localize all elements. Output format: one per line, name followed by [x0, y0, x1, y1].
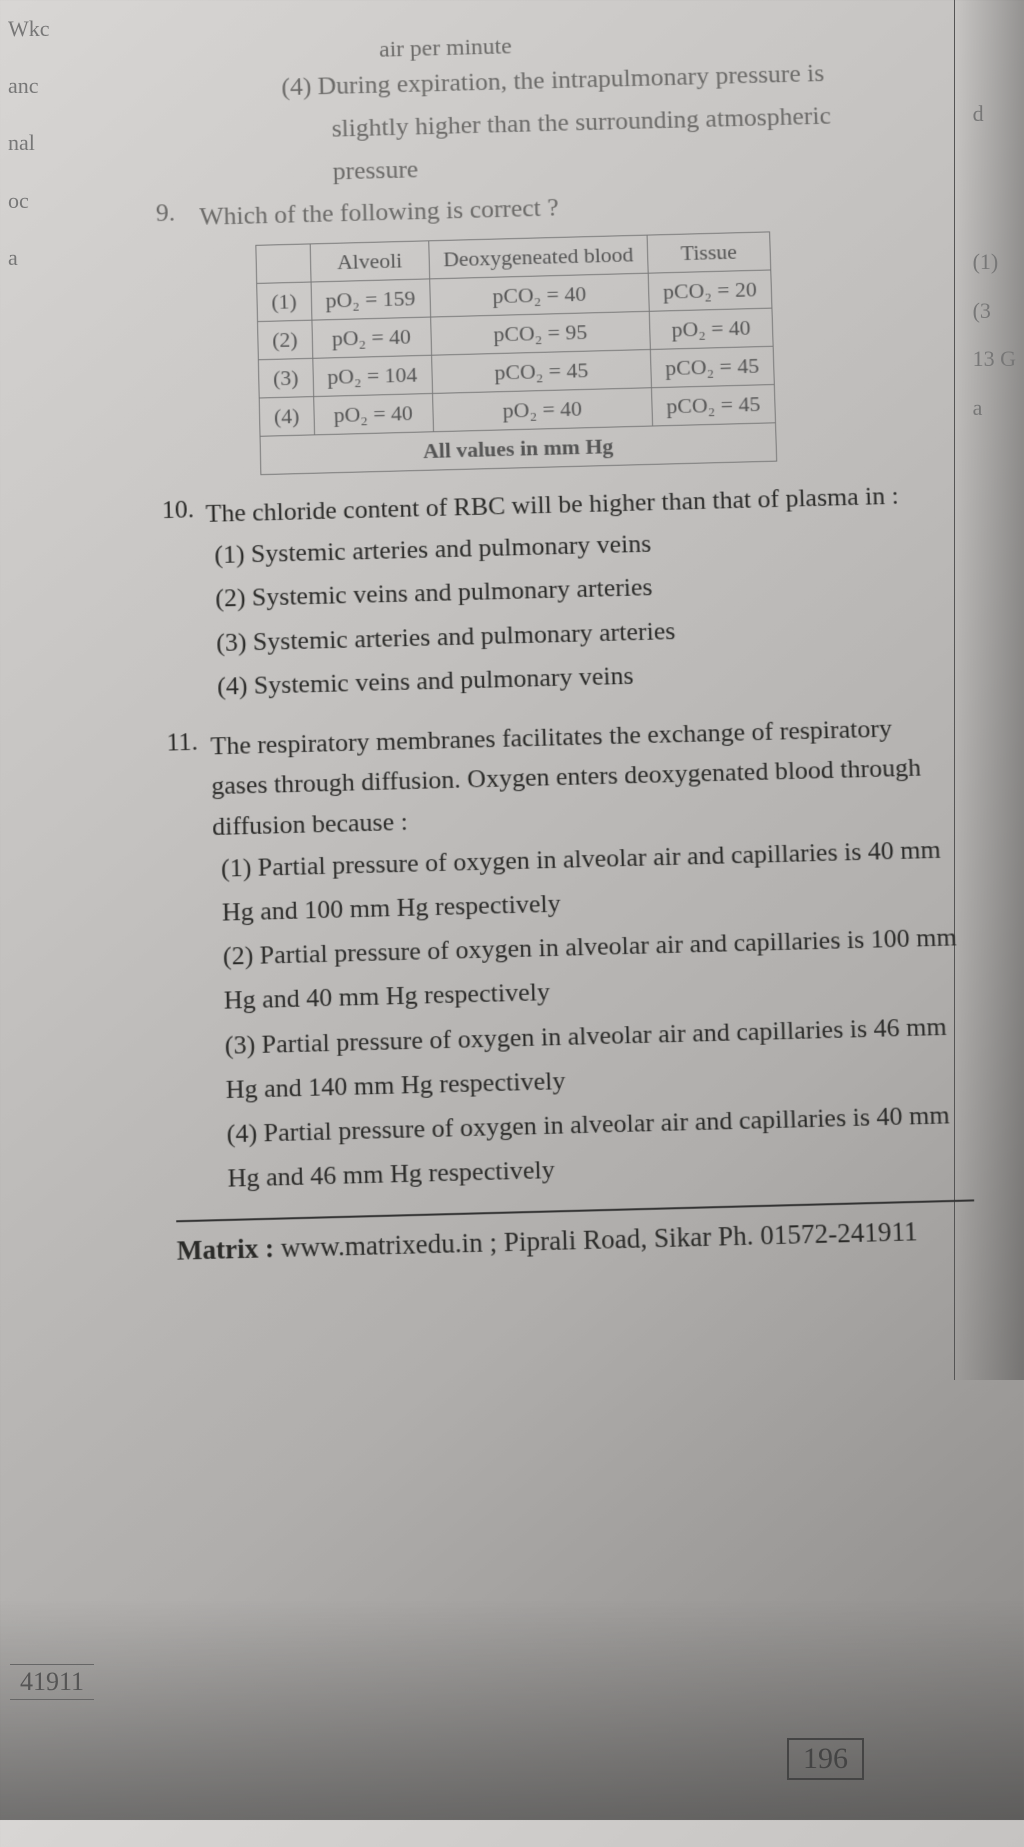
th: Tissue — [647, 232, 770, 273]
question-number: 9. — [156, 197, 196, 227]
th: Deoxygeneated blood — [428, 235, 648, 279]
page-number-left: 41911 — [10, 1664, 94, 1700]
td: pCO₂ = 45 — [431, 349, 651, 393]
td: pO₂ = 40 — [313, 393, 433, 434]
th: Alveoli — [310, 241, 429, 282]
footer-matrix: Matrix : — [177, 1233, 275, 1266]
td: pO₂ = 40 — [312, 317, 432, 358]
question-9: 9. Which of the following is correct ? A… — [156, 178, 949, 478]
td: pO₂ = 40 — [432, 388, 652, 432]
page-content: air per minute (4) During expiration, th… — [0, 2, 1024, 1847]
question-text: The respiratory membranes facilitates th… — [210, 707, 945, 846]
page-number-right: 196 — [787, 1738, 864, 1780]
td: pCO₂ = 20 — [648, 270, 771, 311]
td: (2) — [258, 320, 313, 360]
td: (3) — [258, 358, 313, 398]
td: pO₂ = 104 — [312, 355, 432, 396]
question-number: 11. — [166, 727, 206, 758]
td: pCO₂ = 45 — [650, 346, 774, 387]
td: pCO₂ = 95 — [430, 311, 650, 355]
question-11: 11. The respiratory membranes facilitate… — [166, 707, 973, 1202]
bottom-shadow — [0, 1600, 1024, 1820]
td: (1) — [257, 282, 312, 322]
th — [256, 244, 311, 283]
question-number: 10. — [162, 494, 202, 525]
td: (4) — [259, 396, 314, 436]
q9-table: Alveoli Deoxygeneated blood Tissue (1) p… — [255, 231, 777, 475]
question-10: 10. The chloride content of RBC will be … — [162, 475, 957, 710]
td: pCO₂ = 40 — [429, 273, 649, 317]
footer-rest: www.matrixedu.in ; Piprali Road, Sikar P… — [274, 1216, 918, 1263]
td: pCO₂ = 45 — [652, 384, 776, 425]
td: pO₂ = 40 — [649, 308, 772, 349]
td: pO₂ = 159 — [311, 279, 431, 320]
